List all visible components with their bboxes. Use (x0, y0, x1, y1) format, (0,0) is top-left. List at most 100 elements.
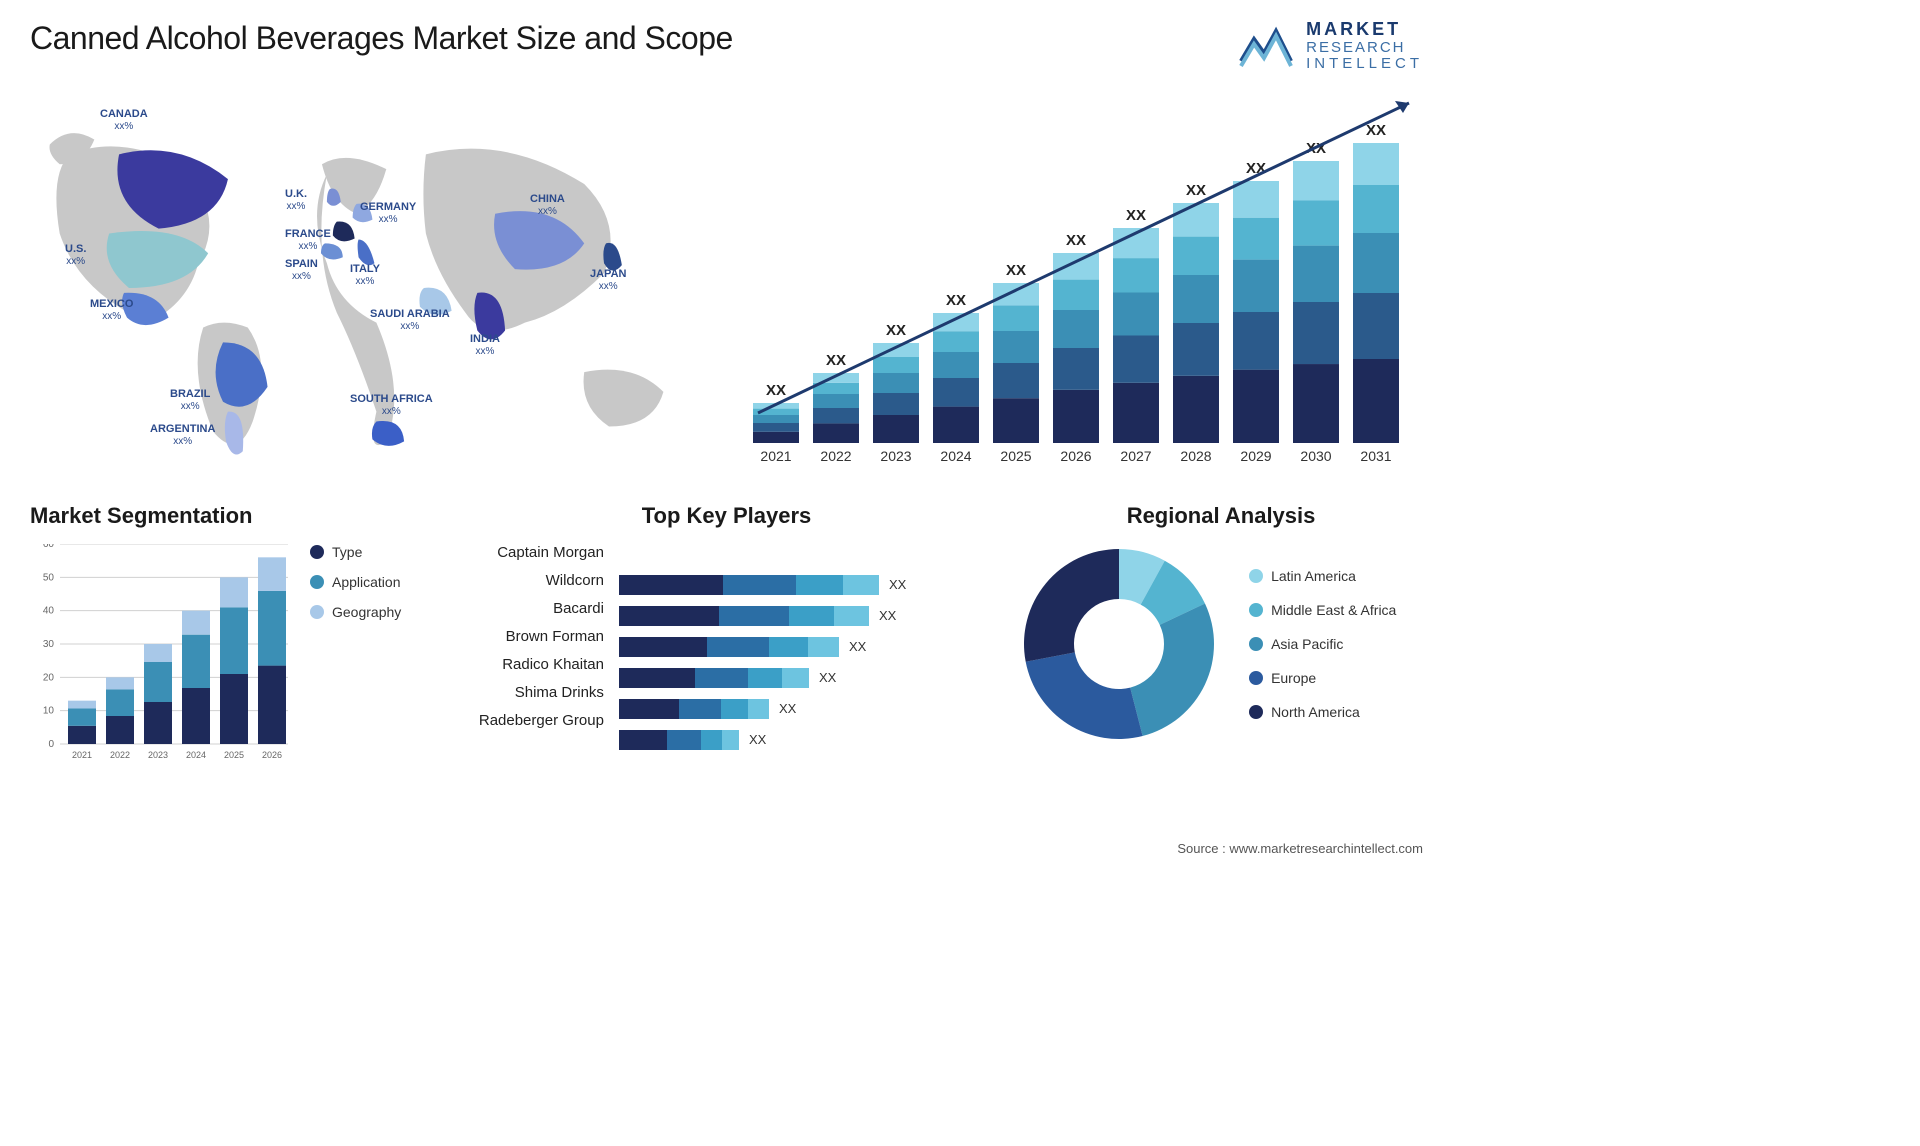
legend-dot-icon (310, 605, 324, 619)
map-label-japan: JAPANxx% (590, 268, 626, 293)
svg-text:2030: 2030 (1300, 448, 1331, 464)
svg-text:2026: 2026 (1060, 448, 1091, 464)
player-bar-segment (619, 637, 707, 657)
player-bar-row: XX (619, 637, 989, 657)
legend-dot-icon (1249, 569, 1263, 583)
player-name: Radeberger Group (464, 712, 604, 729)
svg-text:XX: XX (1126, 207, 1146, 224)
svg-text:50: 50 (43, 572, 55, 583)
player-bar-segment (679, 699, 721, 719)
player-bar-segment (796, 575, 843, 595)
player-bar-segment (719, 606, 789, 626)
segmentation-legend: Type Application Geography (310, 544, 401, 764)
legend-dot-icon (1249, 705, 1263, 719)
map-label-spain: SPAINxx% (285, 258, 318, 283)
svg-text:10: 10 (43, 705, 55, 716)
segmentation-chart-svg: 0102030405060202120222023202420252026 (30, 544, 290, 764)
map-label-u-s-: U.S.xx% (65, 243, 86, 268)
svg-text:0: 0 (48, 739, 54, 750)
regional-legend-item: Middle East & Africa (1249, 602, 1396, 618)
growth-chart-panel: XX2021XX2022XX2023XX2024XX2025XX2026XX20… (743, 93, 1423, 473)
player-name: Bacardi (464, 600, 604, 617)
player-bar-segment (619, 730, 667, 750)
map-label-argentina: ARGENTINAxx% (150, 423, 215, 448)
player-bar-segment (748, 699, 769, 719)
player-bar-row: XX (619, 606, 989, 626)
svg-text:2024: 2024 (186, 750, 206, 760)
svg-text:2026: 2026 (262, 750, 282, 760)
map-label-mexico: MEXICOxx% (90, 298, 133, 323)
player-bar-segment (782, 668, 809, 688)
player-bar (619, 699, 769, 719)
legend-label: North America (1271, 704, 1360, 720)
player-bar (619, 730, 739, 750)
player-name: Wildcorn (464, 572, 604, 589)
svg-text:2027: 2027 (1120, 448, 1151, 464)
legend-dot-icon (1249, 637, 1263, 651)
bottom-row: Market Segmentation 01020304050602021202… (30, 503, 1423, 783)
svg-text:2025: 2025 (1000, 448, 1031, 464)
svg-text:40: 40 (43, 605, 55, 616)
svg-text:2028: 2028 (1180, 448, 1211, 464)
player-bar-segment (619, 606, 719, 626)
svg-text:XX: XX (766, 382, 786, 399)
regional-legend-item: Asia Pacific (1249, 636, 1396, 652)
regional-legend: Latin AmericaMiddle East & AfricaAsia Pa… (1249, 568, 1396, 720)
svg-text:30: 30 (43, 639, 55, 650)
regional-donut-svg (1019, 544, 1219, 744)
player-bar-segment (769, 637, 809, 657)
player-bar-row: XX (619, 668, 989, 688)
page-title: Canned Alcohol Beverages Market Size and… (30, 20, 733, 57)
player-value: XX (879, 608, 896, 623)
legend-dot-icon (1249, 603, 1263, 617)
player-bar-segment (843, 575, 879, 595)
top-row: CANADAxx% U.S.xx% MEXICOxx% BRAZILxx% ARGENT… (30, 93, 1423, 473)
legend-dot-icon (310, 545, 324, 559)
map-label-germany: GERMANYxx% (360, 201, 416, 226)
legend-label: Middle East & Africa (1271, 602, 1396, 618)
regional-legend-item: Europe (1249, 670, 1396, 686)
svg-text:2022: 2022 (820, 448, 851, 464)
player-value: XX (749, 732, 766, 747)
logo-text: MARKET RESEARCH INTELLECT (1306, 20, 1423, 73)
map-label-italy: ITALYxx% (350, 263, 380, 288)
logo-line-3: INTELLECT (1306, 56, 1423, 73)
svg-text:XX: XX (1186, 182, 1206, 199)
svg-text:XX: XX (946, 292, 966, 309)
header: Canned Alcohol Beverages Market Size and… (30, 20, 1423, 73)
map-label-brazil: BRAZILxx% (170, 388, 210, 413)
player-bar-row: XX (619, 575, 989, 595)
svg-text:XX: XX (1006, 262, 1026, 279)
map-label-india: INDIAxx% (470, 333, 500, 358)
svg-text:2021: 2021 (72, 750, 92, 760)
growth-chart-svg: XX2021XX2022XX2023XX2024XX2025XX2026XX20… (743, 93, 1423, 473)
player-bar-segment (695, 668, 748, 688)
player-value: XX (819, 670, 836, 685)
player-name: Brown Forman (464, 628, 604, 645)
map-label-south-africa: SOUTH AFRICAxx% (350, 393, 433, 418)
legend-label: Type (332, 544, 362, 560)
player-bar-segment (834, 606, 869, 626)
player-bar-segment (619, 668, 695, 688)
world-map-panel: CANADAxx% U.S.xx% MEXICOxx% BRAZILxx% ARGENT… (30, 93, 703, 473)
segmentation-section: Market Segmentation 01020304050602021202… (30, 503, 434, 783)
legend-label: Geography (332, 604, 401, 620)
svg-text:2022: 2022 (110, 750, 130, 760)
player-bar-segment (789, 606, 834, 626)
svg-text:XX: XX (886, 322, 906, 339)
map-label-u-k-: U.K.xx% (285, 188, 307, 213)
svg-text:60: 60 (43, 544, 55, 550)
player-bar-segment (723, 575, 796, 595)
map-label-canada: CANADAxx% (100, 108, 148, 133)
segmentation-legend-item: Application (310, 574, 401, 590)
player-bar-segment (619, 699, 679, 719)
map-label-saudi-arabia: SAUDI ARABIAxx% (370, 308, 450, 333)
svg-text:XX: XX (826, 352, 846, 369)
player-bar-segment (721, 699, 748, 719)
players-section: Top Key Players Captain MorganWildcornBa… (464, 503, 989, 783)
svg-text:2029: 2029 (1240, 448, 1271, 464)
regional-section: Regional Analysis Latin AmericaMiddle Ea… (1019, 503, 1423, 783)
legend-label: Europe (1271, 670, 1316, 686)
map-label-china: CHINAxx% (530, 193, 565, 218)
legend-label: Application (332, 574, 401, 590)
